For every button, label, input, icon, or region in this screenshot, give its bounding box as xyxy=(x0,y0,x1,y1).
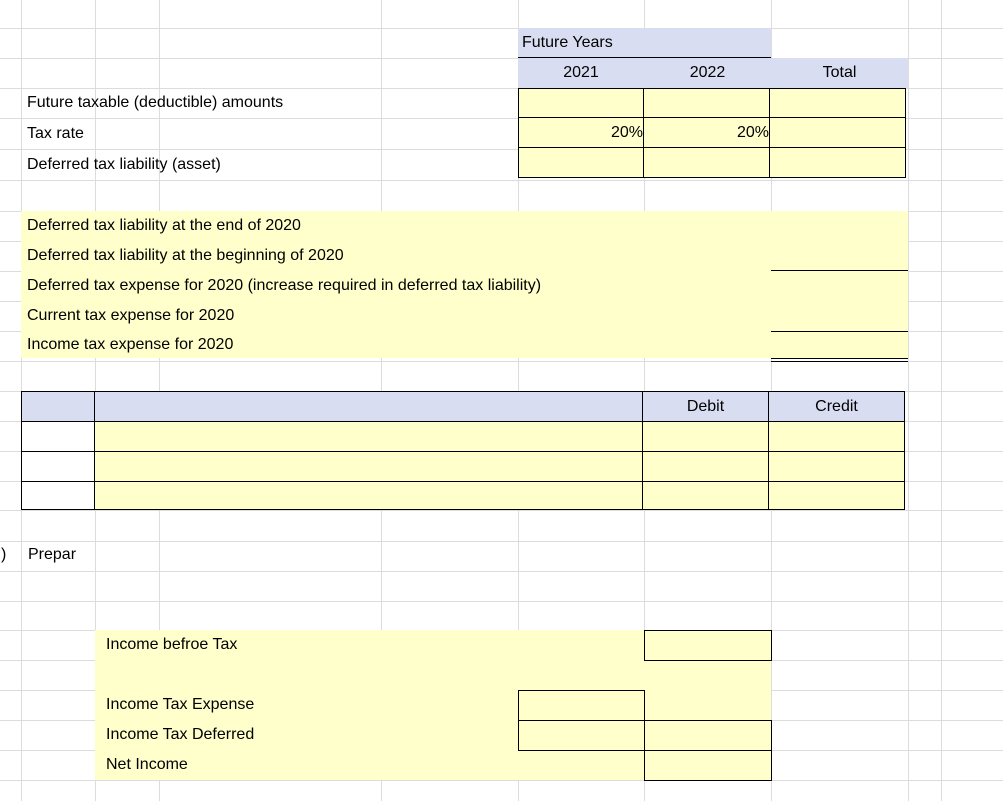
summary-underline-1 xyxy=(771,270,908,271)
prepare-note-label: Prepar xyxy=(28,546,77,563)
journal-row1-debit[interactable] xyxy=(642,421,769,452)
gridline-horizontal xyxy=(0,118,1003,119)
gridline-horizontal xyxy=(0,601,1003,602)
gridline-horizontal xyxy=(0,28,1003,29)
summary-line-current-expense: Current tax expense for 2020 xyxy=(27,307,235,324)
journal-row3-debit[interactable] xyxy=(642,481,769,510)
income-line-income-tax-expense: Income Tax Expense xyxy=(106,696,255,713)
journal-header-blank2 xyxy=(94,391,643,422)
table-row xyxy=(21,481,905,510)
gridline-horizontal xyxy=(0,571,1003,572)
cell-amounts-2021[interactable] xyxy=(518,88,644,118)
summary-line-deferred-expense: Deferred tax expense for 2020 (increase … xyxy=(27,277,542,294)
cell-taxrate-total[interactable] xyxy=(769,117,906,148)
journal-row3-credit[interactable] xyxy=(768,481,905,510)
gridline-horizontal xyxy=(0,58,1003,59)
income-line-income-tax-deferred: Income Tax Deferred xyxy=(106,726,255,743)
summary-double-underline-top xyxy=(771,358,908,359)
summary-double-underline-bottom xyxy=(771,361,908,362)
cell-dtl-2022[interactable] xyxy=(643,147,770,178)
gridline-horizontal xyxy=(0,780,1003,781)
col-header-total: Total xyxy=(771,58,908,88)
gridline-vertical xyxy=(908,0,909,801)
input-box-income-tax-expense[interactable] xyxy=(518,690,645,721)
summary-underline-2 xyxy=(771,331,908,332)
table-row xyxy=(21,451,905,482)
prepare-note-prefix: ) xyxy=(1,546,7,563)
journal-header-credit: Credit xyxy=(768,391,905,422)
journal-row3-account[interactable] xyxy=(94,481,643,510)
cell-dtl-total[interactable] xyxy=(769,147,906,178)
journal-row1-id[interactable] xyxy=(21,421,95,452)
journal-row2-debit[interactable] xyxy=(642,451,769,482)
gridline-horizontal xyxy=(0,180,1003,181)
future-amounts-table: 20% 20% xyxy=(518,88,906,178)
journal-header-blank1 xyxy=(21,391,95,422)
journal-entry-table: Debit Credit xyxy=(21,391,905,510)
summary-line-beginning-2020: Deferred tax liability at the beginning … xyxy=(27,247,344,264)
journal-row1-credit[interactable] xyxy=(768,421,905,452)
gridline-horizontal xyxy=(0,149,1003,150)
row-label-future-taxable: Future taxable (deductible) amounts xyxy=(27,94,284,111)
journal-row3-id[interactable] xyxy=(21,481,95,510)
summary-line-end-2020: Deferred tax liability at the end of 202… xyxy=(27,217,301,234)
journal-header-debit: Debit xyxy=(642,391,769,422)
table-row xyxy=(21,421,905,452)
gridline-vertical xyxy=(941,0,942,801)
cell-dtl-2021[interactable] xyxy=(518,147,644,178)
income-line-net-income: Net Income xyxy=(106,756,188,773)
cell-taxrate-2022[interactable]: 20% xyxy=(643,117,770,148)
row-label-deferred-tax-liability: Deferred tax liability (asset) xyxy=(27,156,221,173)
summary-line-income-tax-expense: Income tax expense for 2020 xyxy=(27,336,234,353)
gridline-horizontal xyxy=(0,510,1003,511)
gridline-horizontal xyxy=(0,88,1003,89)
journal-row2-id[interactable] xyxy=(21,451,95,482)
summary-block xyxy=(21,211,908,358)
input-box-income-before-tax[interactable] xyxy=(644,630,772,661)
col-header-2021: 2021 xyxy=(518,58,644,88)
journal-row2-account[interactable] xyxy=(94,451,643,482)
col-header-2022: 2022 xyxy=(644,58,771,88)
journal-row1-account[interactable] xyxy=(94,421,643,452)
cell-amounts-total[interactable] xyxy=(769,88,906,118)
cell-taxrate-2021[interactable]: 20% xyxy=(518,117,644,148)
future-years-group-header: Future Years xyxy=(518,28,771,58)
cell-amounts-2022[interactable] xyxy=(643,88,770,118)
journal-row2-credit[interactable] xyxy=(768,451,905,482)
input-box-net-income[interactable] xyxy=(644,750,772,781)
gridline-horizontal xyxy=(0,361,1003,362)
income-line-income-before-tax: Income befroe Tax xyxy=(106,636,238,653)
gridline-horizontal xyxy=(0,541,1003,542)
input-box-income-tax-deferred-left[interactable] xyxy=(518,720,645,751)
row-label-tax-rate: Tax rate xyxy=(27,125,84,142)
input-box-income-tax-deferred-right[interactable] xyxy=(644,720,772,751)
